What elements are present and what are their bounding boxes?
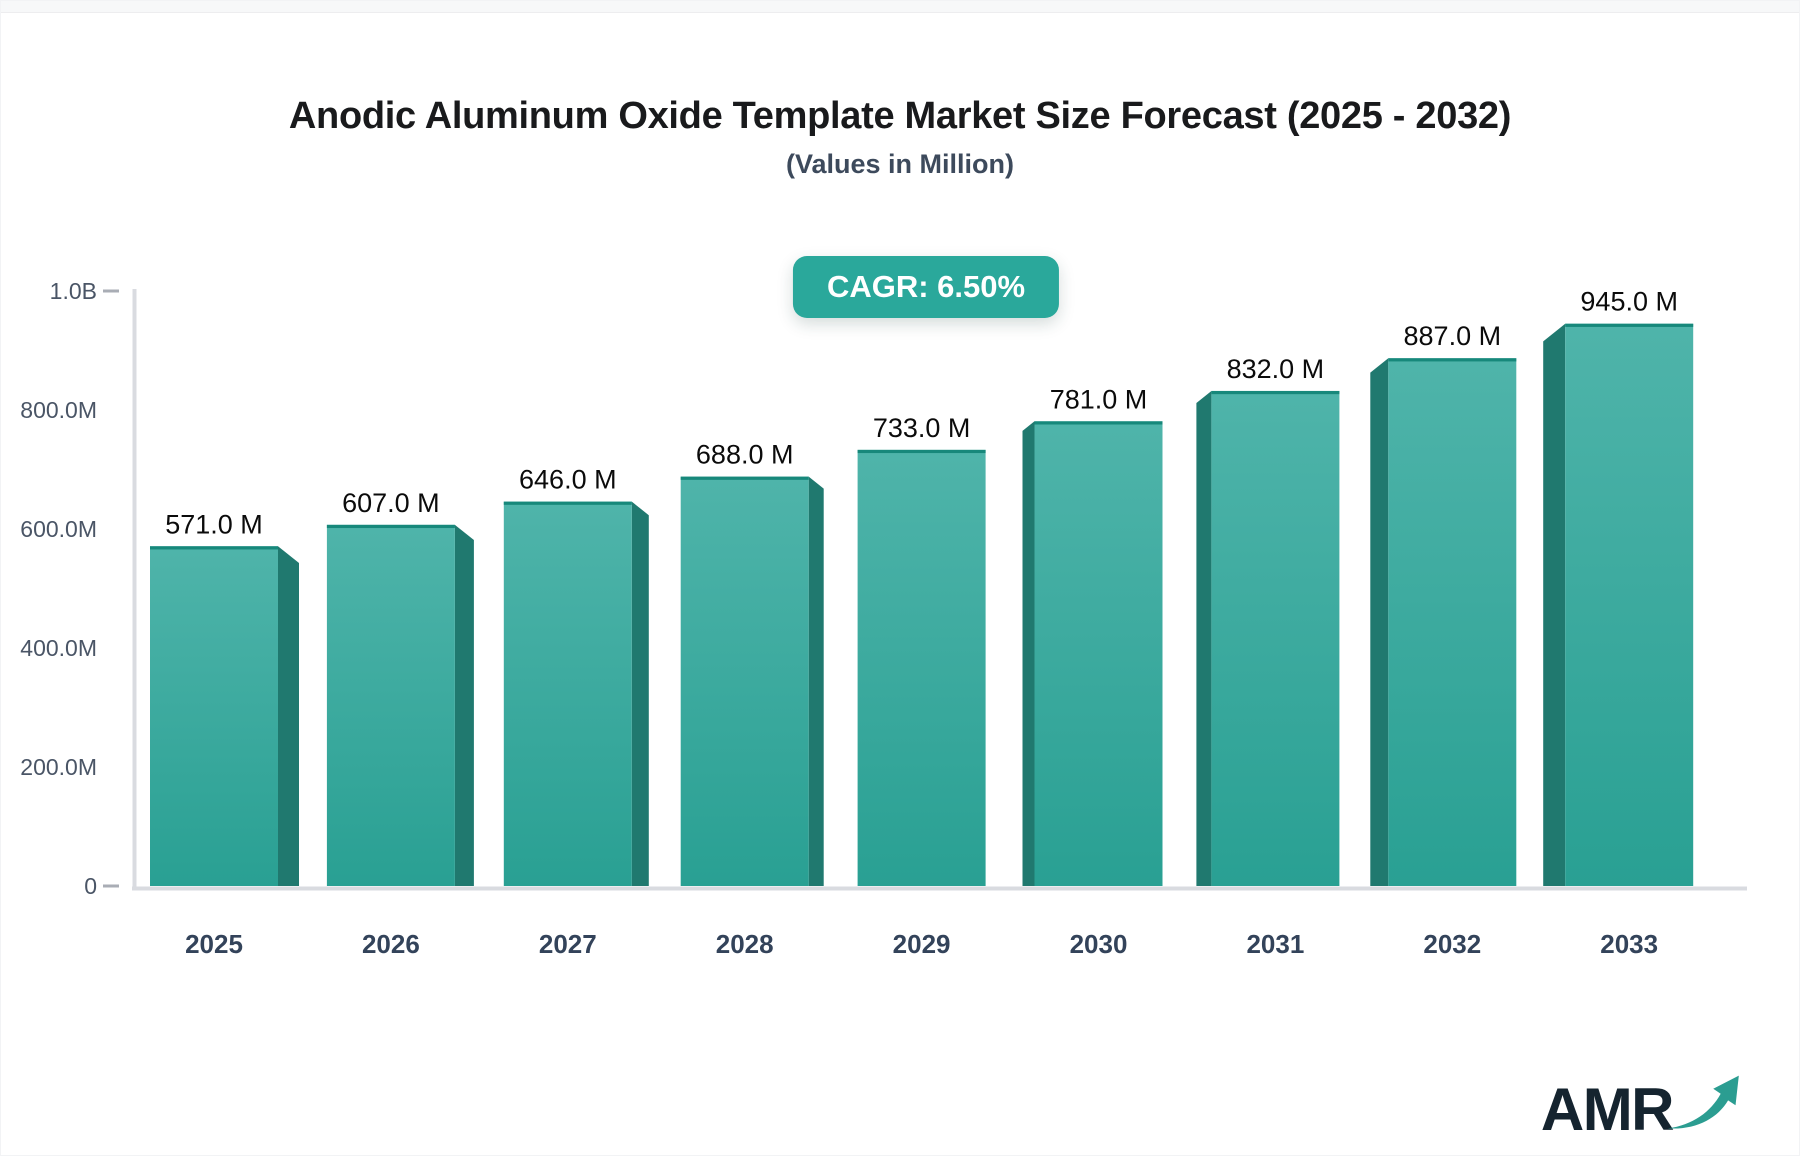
bar-value-label-2027: 646.0 M [519,465,617,495]
x-axis-label-2032: 2032 [1423,929,1481,959]
bar-value-label-2031: 832.0 M [1227,354,1325,384]
bar-2026-top-edge [326,524,455,529]
x-axis-label-2028: 2028 [716,929,774,959]
y-tick-label-400.0M: 400.0M [20,635,97,661]
bar-2031 [1211,390,1340,886]
bar-2030-side-face [1022,421,1035,886]
bar-2027-top-edge [503,501,632,505]
bar-2026 [326,524,455,886]
growth-arrow-icon [1667,1075,1739,1129]
cagr-badge: CAGR: 6.50% [792,256,1060,318]
bar-value-label-2033: 945.0 M [1580,287,1678,317]
bar-2025-side-face [278,546,299,886]
chart-subtitle: (Values in Million) [785,149,1015,179]
y-tick-label-200.0M: 200.0M [20,754,97,780]
bar-2029 [857,449,986,886]
x-axis-label-2027: 2027 [539,929,597,959]
bar-2033-side-face [1543,323,1566,887]
bar-value-label-2026: 607.0 M [342,488,440,518]
bar-2032-top-edge [1388,358,1517,362]
bar-2025-top-edge [150,546,278,550]
y-tick-label-1.0B: 1.0B [50,278,97,304]
bar-2028 [680,476,809,886]
bar-value-label-2028: 688.0 M [696,440,794,470]
bar-2028-top-edge [680,476,809,480]
y-tick-label-600.0M: 600.0M [20,516,97,542]
bar-2032 [1388,358,1517,886]
bar-2031-top-edge [1211,390,1340,395]
bar-value-label-2025: 571.0 M [165,509,263,539]
x-axis-label-2029: 2029 [893,929,951,959]
bar-value-label-2032: 887.0 M [1404,321,1502,351]
page-top-strip [1,1,1799,13]
y-tick-label-800.0M: 800.0M [20,397,97,423]
bar-value-label-2030: 781.0 M [1050,384,1148,414]
bar-2029-top-edge [857,449,986,454]
bar-2025 [150,546,278,886]
bar-2031-side-face [1196,390,1212,886]
x-axis-label-2025: 2025 [185,929,243,959]
bar-2033-top-edge [1565,323,1694,327]
chart-title: Anodic Aluminum Oxide Template Market Si… [288,95,1512,137]
bar-2027-side-face [631,501,649,886]
x-axis-label-2026: 2026 [362,929,420,959]
bar-2026-side-face [454,524,474,886]
bar-2030-top-edge [1034,421,1163,425]
amr-logo: AMR [1540,1069,1743,1143]
y-tick-label-0: 0 [84,873,97,899]
x-axis-label-2031: 2031 [1246,929,1304,959]
x-axis-label-2033: 2033 [1600,929,1658,959]
bar-value-label-2029: 733.0 M [873,413,971,443]
bar-2028-side-face [808,476,824,886]
bar-2033 [1565,323,1694,887]
amr-logo-text: AMR [1540,1076,1675,1143]
bar-2030 [1034,421,1163,886]
bar-2032-side-face [1370,358,1389,886]
x-axis-label-2030: 2030 [1070,929,1128,959]
bar-2027 [503,501,632,886]
